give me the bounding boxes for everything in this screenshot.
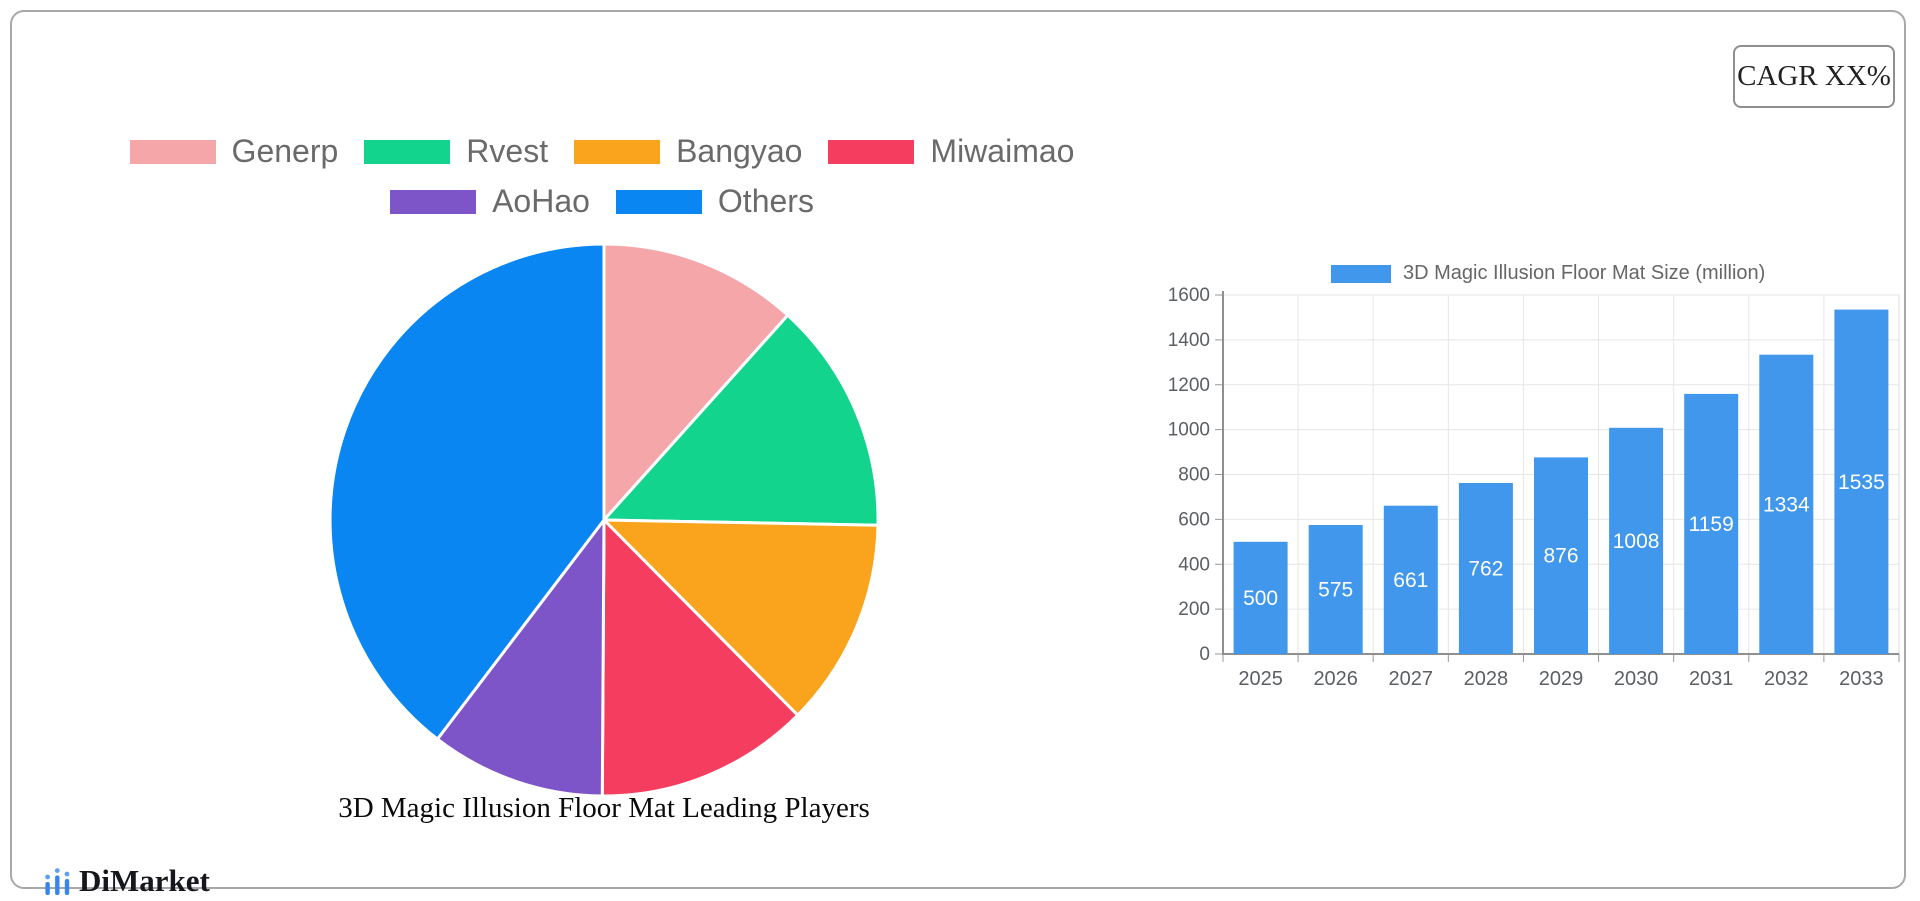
y-tick-label: 1000 bbox=[1168, 420, 1210, 441]
bar-legend-label: 3D Magic Illusion Floor Mat Size (millio… bbox=[1403, 262, 1766, 284]
pie-slice-miwaimao bbox=[600, 518, 800, 798]
bar-value-label: 762 bbox=[1468, 558, 1503, 581]
bar-chart: 500 2025 575 2026 661 2027 762 2028 876 2029 1008 2… bbox=[1168, 285, 1900, 690]
bar-2032 bbox=[1759, 354, 1814, 654]
legend-item-miwaimao: Miwaimao bbox=[828, 133, 1074, 170]
y-tick-label: 1400 bbox=[1168, 330, 1210, 351]
logo-dot bbox=[45, 874, 50, 880]
pie-slice-bangyao bbox=[602, 518, 880, 717]
bar-value-label: 1159 bbox=[1689, 513, 1734, 536]
bar-value-label: 876 bbox=[1543, 545, 1578, 568]
pie-legend-row: Generp Rvest Bangyao Miwaimao bbox=[52, 133, 1152, 170]
pie-legend: Generp Rvest Bangyao Miwaimao AoHao Others bbox=[52, 133, 1152, 220]
bar-2031 bbox=[1684, 393, 1739, 654]
x-tick-label: 2032 bbox=[1764, 668, 1809, 690]
cagr-label: CAGR XX% bbox=[1737, 60, 1891, 92]
legend-label: Others bbox=[717, 183, 814, 219]
x-tick-label: 2028 bbox=[1464, 668, 1509, 690]
bar-value-label: 661 bbox=[1393, 569, 1428, 592]
pie-legend-row: AoHao Others bbox=[52, 183, 1152, 220]
bar-2029 bbox=[1534, 457, 1588, 654]
x-tick-label: 2033 bbox=[1839, 668, 1884, 690]
bar-2028 bbox=[1458, 483, 1513, 654]
bar-2030 bbox=[1609, 427, 1664, 654]
legend-item-generp: Generp bbox=[129, 133, 339, 170]
pie-chart bbox=[328, 242, 880, 798]
bar-value-label: 1008 bbox=[1613, 530, 1660, 553]
legend-swatch-aohao bbox=[390, 189, 477, 214]
y-tick-label: 1200 bbox=[1168, 375, 1210, 396]
y-tick-label: 1600 bbox=[1168, 285, 1210, 306]
pie-slice-others bbox=[328, 242, 606, 741]
x-tick-label: 2025 bbox=[1238, 668, 1283, 690]
brand-name: DiMarket bbox=[79, 863, 210, 898]
bar-legend-swatch bbox=[1331, 264, 1391, 283]
legend-item-rvest: Rvest bbox=[364, 133, 548, 170]
pie-slice-generp bbox=[602, 242, 790, 522]
bar-2025 bbox=[1233, 541, 1288, 654]
legend-item-others: Others bbox=[615, 183, 814, 220]
x-tick-label: 2026 bbox=[1313, 668, 1358, 690]
bar-value-label: 575 bbox=[1318, 579, 1353, 602]
bar-value-label: 1334 bbox=[1763, 493, 1810, 516]
legend-item-bangyao: Bangyao bbox=[574, 133, 802, 170]
logo-bar bbox=[45, 882, 50, 895]
dimarket-logo-icon bbox=[45, 868, 70, 895]
brand-logo: DiMarket bbox=[45, 865, 210, 896]
logo-bar bbox=[64, 879, 70, 895]
legend-swatch-bangyao bbox=[574, 139, 661, 164]
bar-legend: 3D Magic Illusion Floor Mat Size (millio… bbox=[1331, 262, 1765, 285]
logo-dot bbox=[54, 868, 60, 873]
logo-dot bbox=[64, 871, 70, 877]
y-tick-label: 800 bbox=[1178, 465, 1210, 486]
x-tick-label: 2031 bbox=[1689, 668, 1734, 690]
bar-value-label: 500 bbox=[1243, 587, 1278, 610]
bar-2033 bbox=[1834, 309, 1889, 654]
legend-label: Generp bbox=[231, 133, 339, 169]
y-tick-label: 200 bbox=[1178, 599, 1210, 620]
legend-label: Miwaimao bbox=[930, 133, 1075, 169]
y-tick-label: 400 bbox=[1178, 554, 1210, 575]
bar-2027 bbox=[1383, 505, 1438, 654]
x-tick-label: 2027 bbox=[1389, 668, 1434, 690]
legend-label: Bangyao bbox=[676, 133, 803, 169]
y-tick-label: 600 bbox=[1178, 509, 1210, 530]
legend-label: Rvest bbox=[466, 133, 549, 169]
pie-slice-rvest bbox=[602, 313, 880, 527]
legend-swatch-generp bbox=[129, 139, 216, 164]
report-card: CAGR XX% Generp Rvest Bangyao Miwaimao AoHao… bbox=[10, 10, 1906, 896]
legend-swatch-miwaimao bbox=[828, 139, 915, 164]
pie-slice-aohao bbox=[435, 518, 606, 798]
cagr-box: CAGR XX% bbox=[1733, 45, 1895, 108]
legend-label: AoHao bbox=[492, 183, 590, 219]
bar-2026 bbox=[1308, 525, 1363, 654]
x-tick-label: 2029 bbox=[1539, 668, 1584, 690]
legend-swatch-others bbox=[615, 189, 702, 214]
y-tick-label: 0 bbox=[1199, 644, 1210, 665]
x-tick-label: 2030 bbox=[1614, 668, 1659, 690]
logo-bar bbox=[55, 875, 60, 895]
bar-value-label: 1535 bbox=[1838, 471, 1885, 494]
legend-item-aohao: AoHao bbox=[390, 183, 590, 220]
legend-swatch-rvest bbox=[364, 139, 451, 164]
pie-chart-title: 3D Magic Illusion Floor Mat Leading Play… bbox=[338, 792, 870, 824]
